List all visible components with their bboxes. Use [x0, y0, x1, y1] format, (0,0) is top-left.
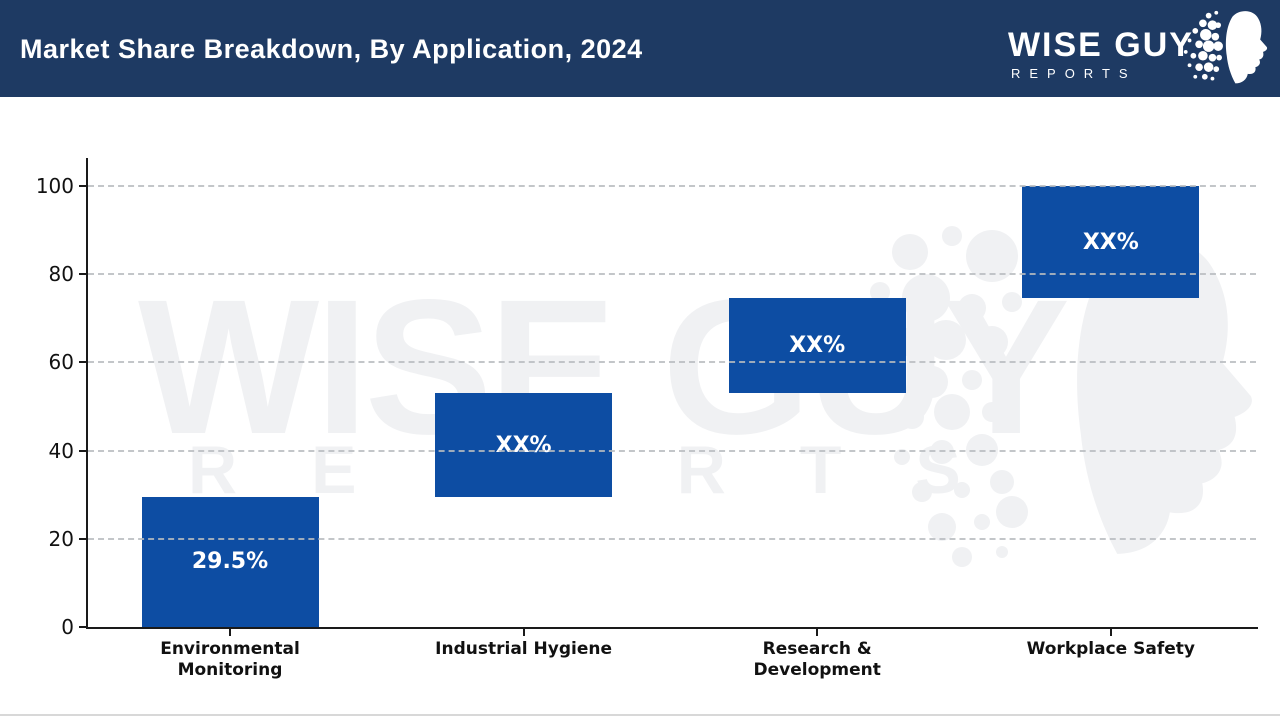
bar-segment: XX%	[728, 298, 906, 394]
y-tick-mark	[79, 273, 88, 276]
y-tick-mark	[79, 449, 88, 452]
logo-subtext: REPORTS	[1010, 66, 1137, 81]
logo-wordmark: WISE GUY	[1007, 26, 1194, 64]
page-title: Market Share Breakdown, By Application, …	[20, 34, 643, 64]
y-tick-mark	[79, 626, 88, 628]
x-tick-mark	[522, 628, 525, 636]
chart-area: 0 20 40 60 80 100 29.5% Environmental Monitorin…	[0, 97, 1280, 720]
footer-divider	[0, 714, 1280, 716]
grid-line	[88, 537, 1256, 540]
x-tick-mark	[229, 628, 231, 636]
y-tick-mark	[79, 537, 88, 540]
grid-line	[88, 361, 1256, 364]
category-label: Workplace Safety	[1026, 639, 1195, 659]
x-tick-mark	[816, 628, 819, 636]
bar-value-label: XX%	[789, 333, 846, 359]
y-tick-label: 40	[48, 438, 74, 463]
logo-text: WISE GUY REPORTS	[1008, 27, 1194, 81]
bar-value-label: 29.5%	[191, 549, 269, 575]
grid-line	[88, 273, 1256, 276]
y-tick-label: 60	[48, 350, 74, 375]
y-tick-label: 0	[61, 615, 74, 639]
y-tick-mark	[79, 185, 88, 187]
x-tick-mark	[1109, 628, 1112, 636]
y-tick-label: 80	[48, 262, 74, 287]
grid-line	[88, 185, 1256, 187]
header: Market Share Breakdown, By Application, …	[0, 0, 1280, 97]
y-axis-line	[86, 158, 88, 629]
grid-line	[88, 449, 1256, 452]
bar-segment: XX%	[435, 393, 613, 497]
bar-value-label: XX%	[495, 432, 552, 458]
wiseguy-logo: WISE GUY REPORTS	[1008, 6, 1270, 92]
category-label: Industrial Hygiene	[435, 639, 613, 659]
x-axis-line	[86, 627, 1258, 629]
logo-face-icon	[1183, 10, 1268, 84]
y-tick-label: 100	[35, 174, 74, 198]
watermark-face-icon	[862, 226, 1252, 567]
y-tick-mark	[79, 361, 88, 364]
bar-value-label: XX%	[1082, 229, 1139, 255]
category-label: Environmental Monitoring	[160, 639, 300, 680]
bar-segment: XX%	[1022, 186, 1200, 299]
category-label: Research & Development	[753, 639, 881, 680]
y-tick-label: 20	[48, 526, 74, 551]
bar-segment: 29.5%	[141, 496, 319, 627]
